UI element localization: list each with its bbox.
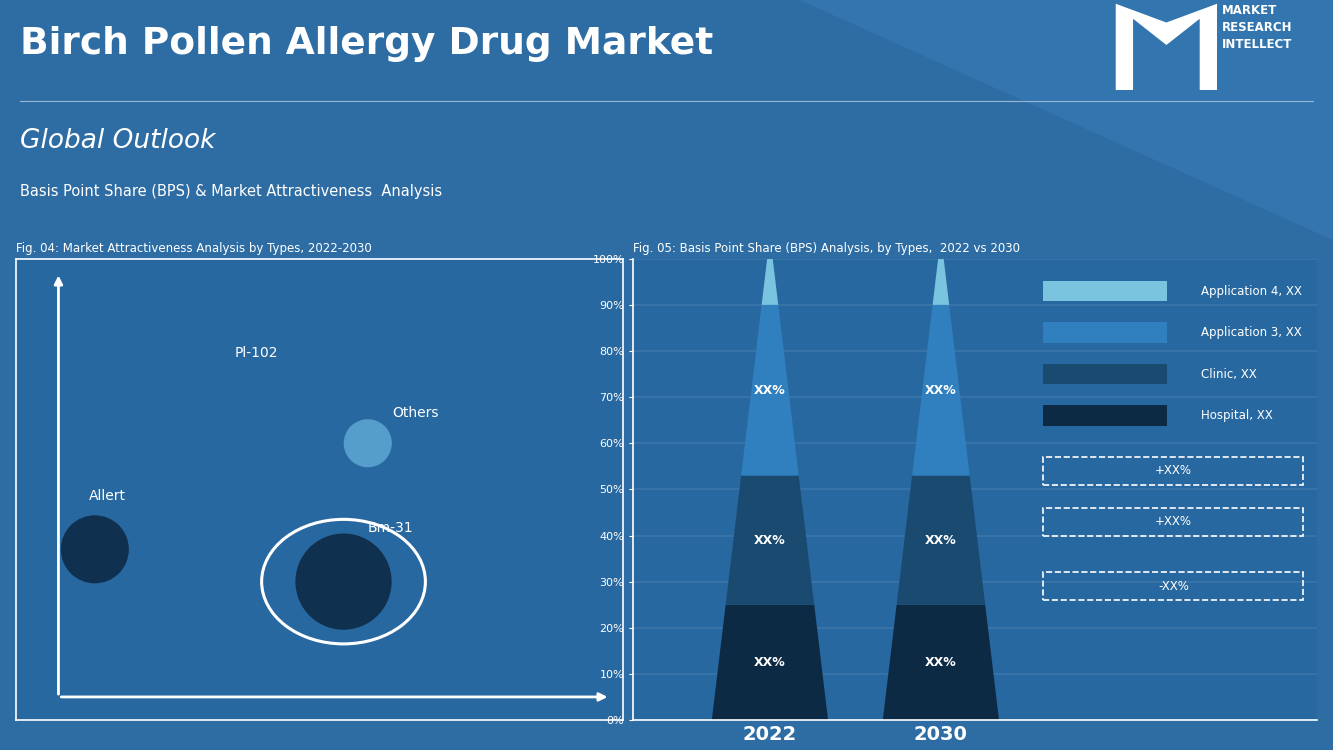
Point bbox=[357, 437, 379, 449]
Text: Basis Point Share (BPS) & Market Attractiveness  Analysis: Basis Point Share (BPS) & Market Attract… bbox=[20, 184, 443, 199]
Polygon shape bbox=[725, 476, 814, 604]
Text: Bm-31: Bm-31 bbox=[368, 521, 413, 536]
Point bbox=[333, 576, 355, 588]
Bar bbox=[1044, 508, 1304, 536]
Text: +XX%: +XX% bbox=[1154, 515, 1192, 528]
Text: Global Outlook: Global Outlook bbox=[20, 128, 216, 154]
Bar bbox=[1044, 280, 1166, 302]
Bar bbox=[1044, 364, 1166, 385]
Polygon shape bbox=[800, 0, 1333, 240]
Text: XX%: XX% bbox=[925, 384, 957, 397]
Text: +XX%: +XX% bbox=[1154, 464, 1192, 478]
Text: XX%: XX% bbox=[925, 656, 957, 669]
Point bbox=[84, 543, 105, 555]
Text: XX%: XX% bbox=[754, 384, 786, 397]
Text: XX%: XX% bbox=[754, 656, 786, 669]
Polygon shape bbox=[741, 304, 798, 476]
Text: XX%: XX% bbox=[925, 533, 957, 547]
Polygon shape bbox=[933, 259, 949, 305]
Bar bbox=[1044, 457, 1304, 484]
Text: Pl-102: Pl-102 bbox=[235, 346, 277, 360]
Polygon shape bbox=[1116, 4, 1217, 90]
Text: Allert: Allert bbox=[89, 489, 125, 503]
Text: Hospital, XX: Hospital, XX bbox=[1201, 409, 1273, 422]
Polygon shape bbox=[882, 604, 998, 720]
Polygon shape bbox=[761, 259, 778, 305]
Text: Application 4, XX: Application 4, XX bbox=[1201, 284, 1301, 298]
Text: -XX%: -XX% bbox=[1158, 580, 1189, 592]
Text: Application 3, XX: Application 3, XX bbox=[1201, 326, 1301, 339]
Polygon shape bbox=[912, 304, 969, 476]
Text: Clinic, XX: Clinic, XX bbox=[1201, 368, 1257, 380]
Text: Fig. 04: Market Attractiveness Analysis by Types, 2022-2030: Fig. 04: Market Attractiveness Analysis … bbox=[16, 242, 372, 255]
Bar bbox=[1044, 572, 1304, 600]
Bar bbox=[1044, 322, 1166, 343]
Text: Fig. 05: Basis Point Share (BPS) Analysis, by Types,  2022 vs 2030: Fig. 05: Basis Point Share (BPS) Analysi… bbox=[633, 242, 1020, 255]
Text: XX%: XX% bbox=[754, 533, 786, 547]
Text: Others: Others bbox=[392, 406, 439, 420]
Polygon shape bbox=[897, 476, 985, 604]
Text: Birch Pollen Allergy Drug Market: Birch Pollen Allergy Drug Market bbox=[20, 26, 713, 62]
Polygon shape bbox=[712, 604, 828, 720]
Text: MARKET
RESEARCH
INTELLECT: MARKET RESEARCH INTELLECT bbox=[1222, 4, 1293, 51]
Point bbox=[187, 382, 209, 394]
Bar bbox=[1044, 405, 1166, 426]
